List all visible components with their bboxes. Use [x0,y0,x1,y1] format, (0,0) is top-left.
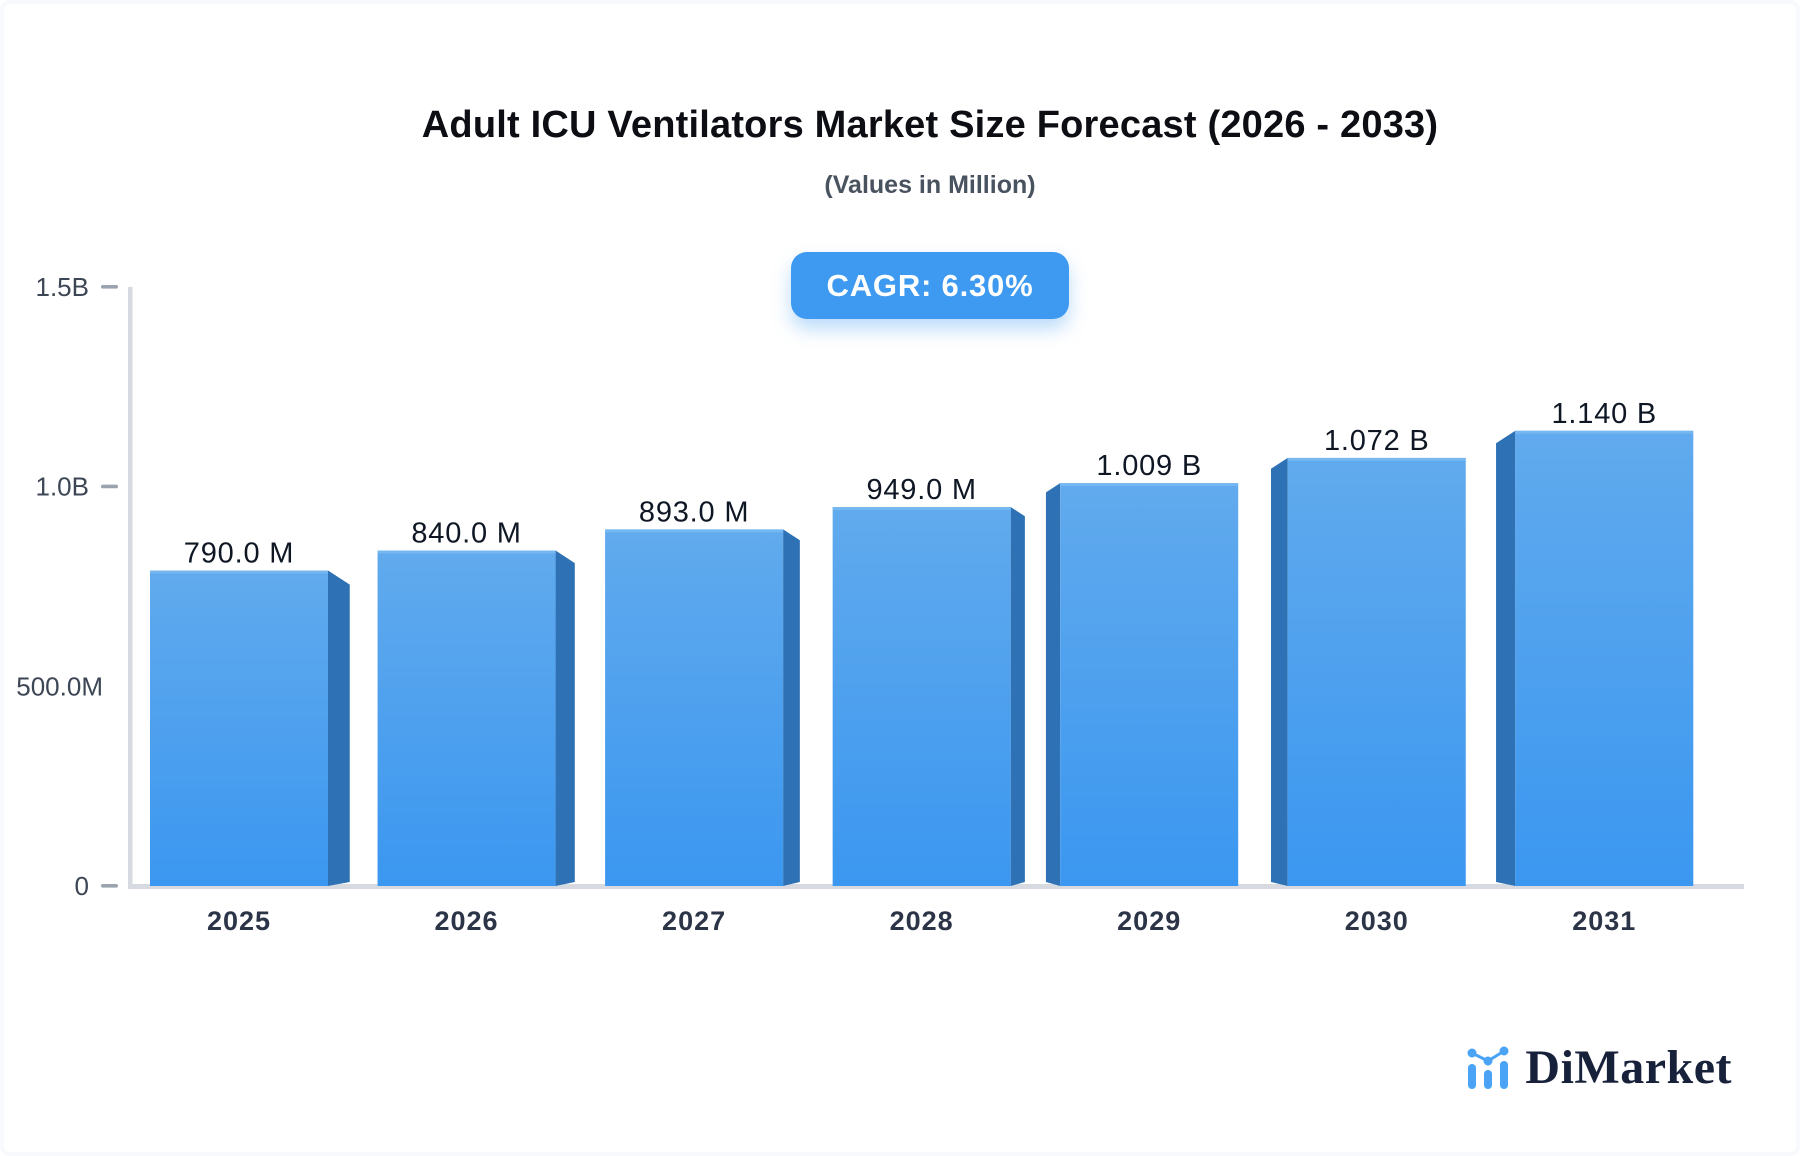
bar-top-highlight [150,570,328,574]
y-axis-line [128,287,133,887]
x-axis-label: 2026 [435,906,499,936]
chart-subtitle: (Values in Million) [824,171,1036,199]
bar-top-highlight [377,550,556,554]
y-axis-label: 1.0B [36,472,90,502]
bar-value-label: 893.0 M [639,496,749,528]
bar-top-highlight [1515,430,1694,434]
bar-value-label: 949.0 M [866,474,976,506]
y-axis-label: 0 [75,871,89,901]
bar-side-face [1045,483,1061,886]
bar-2029[interactable] [1060,483,1239,886]
chart-title: Adult ICU Ventilators Market Size Foreca… [421,104,1439,146]
chart-header: Adult ICU Ventilators Market Size Foreca… [30,0,1800,319]
cagr-badge: CAGR: 6.30% [790,252,1070,319]
bar-top-highlight [1287,457,1466,461]
bar-side-face [1010,507,1025,886]
bar-side-face [555,550,575,886]
bar-top-highlight [1060,483,1239,487]
bar-value-label: 1.140 B [1552,398,1658,430]
bar-group-2030: 1.072 B 2030 [1270,425,1466,936]
bar-side-face [328,570,350,886]
x-axis-label: 2028 [890,906,954,936]
dimarket-logo: DiMarket [1465,1038,1732,1098]
bar-group-2025: 790.0 M 2025 [150,538,350,936]
bar-side-face [1270,457,1288,886]
bar-side-face [783,529,800,886]
y-axis-tick [101,285,118,289]
y-axis-label: 1.5B [36,272,90,302]
bar-value-label: 790.0 M [184,538,294,570]
bar-group-2028: 949.0 M 2028 [832,474,1025,936]
bar-group-2027: 893.0 M 2027 [605,496,800,936]
x-axis-line [128,884,1744,889]
bar-value-label: 1.009 B [1096,450,1202,482]
bar-value-label: 1.072 B [1324,425,1430,457]
bar-2026[interactable] [377,550,556,886]
y-axis-tick [101,484,118,489]
x-axis-label: 2027 [662,906,726,936]
x-axis-label: 2031 [1572,906,1636,936]
bar-2025[interactable] [150,570,328,886]
bar-group-2029: 1.009 B 2029 [1045,450,1239,936]
bar-top-highlight [605,529,784,533]
y-axis-label: 500.0M [16,671,103,701]
x-axis-label: 2025 [207,906,271,936]
bar-value-label: 840.0 M [411,518,521,550]
bar-chart-with-trendline-icon [1467,1046,1509,1089]
x-axis-label: 2030 [1345,906,1409,936]
y-axis-tick [101,884,118,888]
bar-side-face [1496,430,1516,886]
bar-2031[interactable] [1515,430,1694,886]
x-axis-label: 2029 [1117,906,1181,936]
bar-group-2031: 1.140 B 2031 [1496,398,1694,936]
bar-top-highlight [832,507,1011,511]
bar-2028[interactable] [832,507,1011,886]
bar-2027[interactable] [605,529,784,886]
dimarket-logo-text: DiMarket [1525,1041,1732,1094]
bar-group-2026: 840.0 M 2026 [377,518,575,936]
bar-2030[interactable] [1287,457,1466,886]
